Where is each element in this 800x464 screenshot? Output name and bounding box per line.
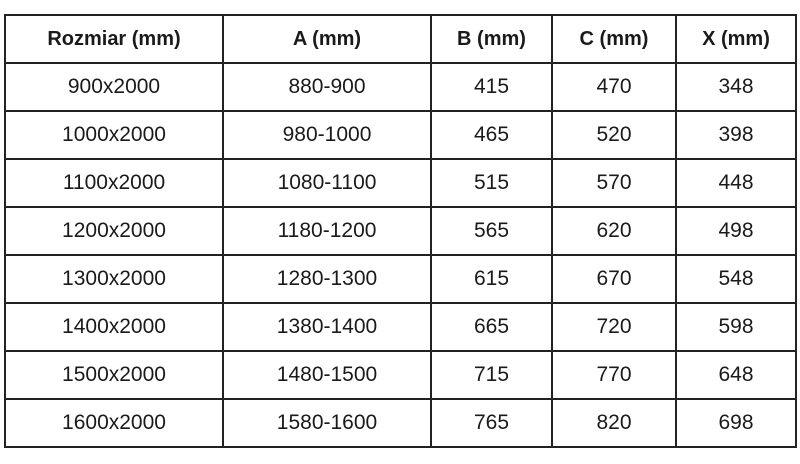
table-cell-c: 820 bbox=[551, 398, 677, 448]
table-cell-rozmiar: 1200x2000 bbox=[4, 206, 224, 256]
table-cell-b: 415 bbox=[430, 62, 553, 112]
table-cell-a: 880-900 bbox=[222, 62, 432, 112]
table-cell-a: 1180-1200 bbox=[222, 206, 432, 256]
table-cell-a: 1380-1400 bbox=[222, 302, 432, 352]
table-cell-c: 720 bbox=[551, 302, 677, 352]
column-header-c: C (mm) bbox=[551, 14, 677, 64]
table-cell-b: 615 bbox=[430, 254, 553, 304]
table-cell-b: 715 bbox=[430, 350, 553, 400]
table-cell-x: 498 bbox=[675, 206, 797, 256]
table-cell-x: 648 bbox=[675, 350, 797, 400]
table-cell-a: 980-1000 bbox=[222, 110, 432, 160]
table-cell-x: 448 bbox=[675, 158, 797, 208]
column-header-b: B (mm) bbox=[430, 14, 553, 64]
table-cell-rozmiar: 900x2000 bbox=[4, 62, 224, 112]
table-row: 1000x2000 980-1000 465 520 398 bbox=[4, 110, 797, 160]
table-cell-rozmiar: 1400x2000 bbox=[4, 302, 224, 352]
table-row: 1600x2000 1580-1600 765 820 698 bbox=[4, 398, 797, 448]
column-header-rozmiar: Rozmiar (mm) bbox=[4, 14, 224, 64]
header-row: Rozmiar (mm) A (mm) B (mm) C (mm) X (mm) bbox=[4, 14, 797, 64]
table-cell-x: 398 bbox=[675, 110, 797, 160]
table-cell-rozmiar: 1000x2000 bbox=[4, 110, 224, 160]
table-cell-rozmiar: 1100x2000 bbox=[4, 158, 224, 208]
table-cell-c: 570 bbox=[551, 158, 677, 208]
table-row: 1500x2000 1480-1500 715 770 648 bbox=[4, 350, 797, 400]
table-cell-rozmiar: 1600x2000 bbox=[4, 398, 224, 448]
table-row: 1400x2000 1380-1400 665 720 598 bbox=[4, 302, 797, 352]
table-cell-b: 565 bbox=[430, 206, 553, 256]
column-header-x: X (mm) bbox=[675, 14, 797, 64]
table-cell-c: 520 bbox=[551, 110, 677, 160]
table-cell-x: 348 bbox=[675, 62, 797, 112]
table-cell-c: 620 bbox=[551, 206, 677, 256]
table-row: 1200x2000 1180-1200 565 620 498 bbox=[4, 206, 797, 256]
table-cell-a: 1480-1500 bbox=[222, 350, 432, 400]
table-cell-a: 1580-1600 bbox=[222, 398, 432, 448]
table-row: 900x2000 880-900 415 470 348 bbox=[4, 62, 797, 112]
column-header-a: A (mm) bbox=[222, 14, 432, 64]
table-cell-b: 765 bbox=[430, 398, 553, 448]
table-row: 1100x2000 1080-1100 515 570 448 bbox=[4, 158, 797, 208]
table-row: 1300x2000 1280-1300 615 670 548 bbox=[4, 254, 797, 304]
table-cell-b: 465 bbox=[430, 110, 553, 160]
table-cell-b: 515 bbox=[430, 158, 553, 208]
size-spec-table: Rozmiar (mm) A (mm) B (mm) C (mm) X (mm)… bbox=[4, 14, 797, 448]
table-cell-c: 470 bbox=[551, 62, 677, 112]
table-cell-c: 770 bbox=[551, 350, 677, 400]
table-cell-x: 548 bbox=[675, 254, 797, 304]
table-cell-x: 598 bbox=[675, 302, 797, 352]
table-cell-rozmiar: 1500x2000 bbox=[4, 350, 224, 400]
table-cell-a: 1280-1300 bbox=[222, 254, 432, 304]
table-cell-b: 665 bbox=[430, 302, 553, 352]
table-cell-a: 1080-1100 bbox=[222, 158, 432, 208]
table-cell-c: 670 bbox=[551, 254, 677, 304]
table-cell-rozmiar: 1300x2000 bbox=[4, 254, 224, 304]
table-cell-x: 698 bbox=[675, 398, 797, 448]
